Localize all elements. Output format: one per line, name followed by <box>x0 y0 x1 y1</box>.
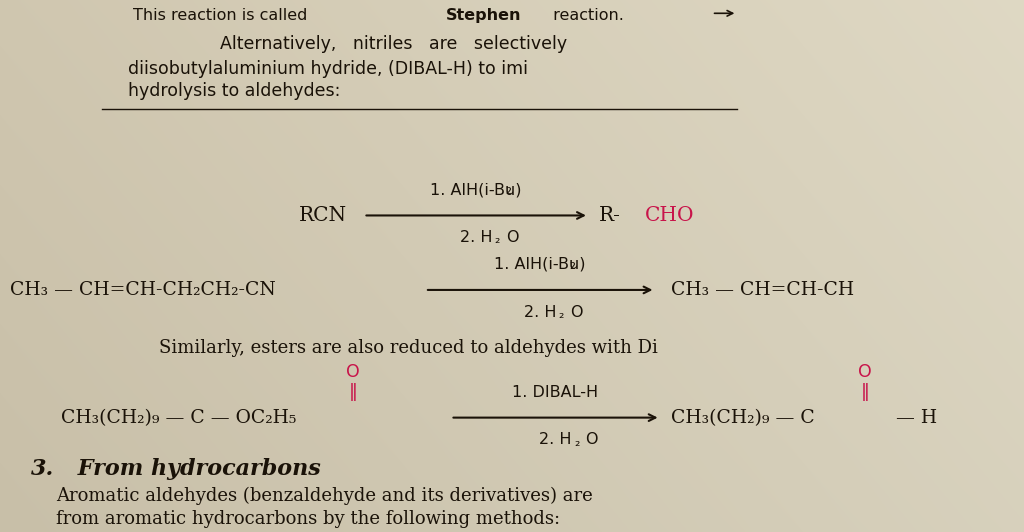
Text: 2. H: 2. H <box>460 230 493 245</box>
Text: 1. AlH(i-Bu): 1. AlH(i-Bu) <box>430 182 522 197</box>
Text: ₂: ₂ <box>505 182 511 197</box>
Text: 1. AlH(i-Bu): 1. AlH(i-Bu) <box>495 257 586 272</box>
Text: ₂: ₂ <box>569 257 574 272</box>
Text: Aromatic aldehydes (benzaldehyde and its derivatives) are: Aromatic aldehydes (benzaldehyde and its… <box>56 487 593 505</box>
Text: CH₃ — CH=CH-CH: CH₃ — CH=CH-CH <box>671 281 854 299</box>
Text: CHO: CHO <box>645 206 694 225</box>
Text: ‖: ‖ <box>349 383 357 401</box>
Text: CH₃(CH₂)₉ — C — OC₂H₅: CH₃(CH₂)₉ — C — OC₂H₅ <box>61 409 297 427</box>
Text: ₂: ₂ <box>495 234 500 246</box>
Text: — H: — H <box>896 409 937 427</box>
Text: ‖: ‖ <box>861 383 869 401</box>
Text: RCN: RCN <box>299 206 346 225</box>
Text: R-: R- <box>599 206 621 225</box>
Text: Similarly, esters are also reduced to aldehydes with Di: Similarly, esters are also reduced to al… <box>159 339 657 358</box>
Text: Stephen: Stephen <box>445 8 521 23</box>
Text: This reaction is called: This reaction is called <box>133 8 317 23</box>
Text: ₂: ₂ <box>559 308 564 321</box>
Text: 1. DIBAL-H: 1. DIBAL-H <box>512 385 599 400</box>
Text: O: O <box>858 363 872 381</box>
Text: O: O <box>569 305 583 320</box>
Text: CH₃ — CH=CH-CH₂CH₂-CN: CH₃ — CH=CH-CH₂CH₂-CN <box>10 281 276 299</box>
Text: 2. H: 2. H <box>540 433 571 447</box>
Text: reaction.: reaction. <box>548 8 624 23</box>
Text: O: O <box>346 363 360 381</box>
Text: 2. H: 2. H <box>524 305 556 320</box>
Text: O: O <box>506 230 518 245</box>
Text: O: O <box>586 433 598 447</box>
Text: From hydrocarbons: From hydrocarbons <box>70 458 321 480</box>
Text: 3.: 3. <box>31 458 54 480</box>
Text: Alternatively,   nitriles   are   selectively: Alternatively, nitriles are selectively <box>220 35 567 53</box>
Text: ₂: ₂ <box>573 436 580 448</box>
Text: diisobutylaluminium hydride, (DIBAL-H) to imi: diisobutylaluminium hydride, (DIBAL-H) t… <box>128 60 528 78</box>
Text: CH₃(CH₂)₉ — C: CH₃(CH₂)₉ — C <box>671 409 814 427</box>
Text: hydrolysis to aldehydes:: hydrolysis to aldehydes: <box>128 82 340 101</box>
Text: from aromatic hydrocarbons by the following methods:: from aromatic hydrocarbons by the follow… <box>56 510 560 528</box>
